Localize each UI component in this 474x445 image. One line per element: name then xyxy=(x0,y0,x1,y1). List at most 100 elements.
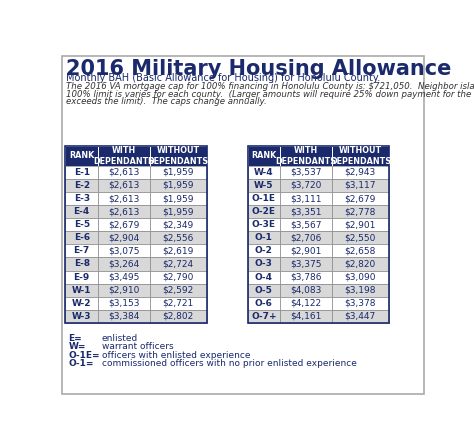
Bar xyxy=(280,283,332,297)
Text: W-3: W-3 xyxy=(72,312,91,321)
Text: E-6: E-6 xyxy=(73,233,90,243)
Bar xyxy=(332,244,389,258)
Text: WITHOUT
DEPENDANTS: WITHOUT DEPENDANTS xyxy=(147,146,209,166)
Text: $3,447: $3,447 xyxy=(345,312,376,321)
Text: E-2: E-2 xyxy=(73,181,90,190)
Text: $2,658: $2,658 xyxy=(345,247,376,255)
Bar xyxy=(65,205,98,218)
Text: $1,959: $1,959 xyxy=(163,207,194,216)
Text: $3,537: $3,537 xyxy=(291,168,322,177)
Bar xyxy=(98,231,150,244)
Text: O-7+: O-7+ xyxy=(251,312,277,321)
Bar xyxy=(247,166,280,179)
Bar xyxy=(65,231,98,244)
Text: $2,592: $2,592 xyxy=(163,286,194,295)
Bar xyxy=(98,297,150,310)
Text: E-3: E-3 xyxy=(73,194,90,203)
Bar xyxy=(150,192,207,205)
Bar xyxy=(332,271,389,283)
Bar xyxy=(98,258,150,271)
Text: O-5: O-5 xyxy=(255,286,273,295)
Bar xyxy=(247,146,280,166)
Text: $2,613: $2,613 xyxy=(108,168,140,177)
Text: $2,778: $2,778 xyxy=(345,207,376,216)
Text: $2,910: $2,910 xyxy=(108,286,140,295)
Bar xyxy=(280,166,332,179)
Text: E-1: E-1 xyxy=(73,168,90,177)
Text: $2,721: $2,721 xyxy=(163,299,194,308)
Text: O-1E: O-1E xyxy=(252,194,276,203)
Bar xyxy=(98,310,150,323)
Bar xyxy=(98,146,150,166)
Bar xyxy=(65,179,98,192)
Text: WITH
DEPENDANTS: WITH DEPENDANTS xyxy=(275,146,337,166)
Bar xyxy=(247,258,280,271)
Text: $2,724: $2,724 xyxy=(163,259,194,268)
Bar xyxy=(65,166,98,179)
Text: O-2: O-2 xyxy=(255,247,273,255)
Text: $3,384: $3,384 xyxy=(108,312,140,321)
Text: O-6: O-6 xyxy=(255,299,273,308)
Text: $4,083: $4,083 xyxy=(291,286,322,295)
Text: W-2: W-2 xyxy=(72,299,91,308)
Text: $2,820: $2,820 xyxy=(345,259,376,268)
Bar xyxy=(332,231,389,244)
Bar xyxy=(65,146,207,323)
Bar xyxy=(280,205,332,218)
Bar xyxy=(65,271,98,283)
Text: commissioned officers with no prior enlisted experience: commissioned officers with no prior enli… xyxy=(102,359,357,368)
Bar xyxy=(332,146,389,166)
Bar xyxy=(150,179,207,192)
Bar xyxy=(65,244,98,258)
Text: O-3E: O-3E xyxy=(252,220,276,229)
Text: O-1E=: O-1E= xyxy=(69,351,100,360)
Text: $3,198: $3,198 xyxy=(345,286,376,295)
Text: WITH
DEPENDANTS: WITH DEPENDANTS xyxy=(93,146,155,166)
Bar xyxy=(280,146,332,166)
Bar xyxy=(280,179,332,192)
Bar xyxy=(150,283,207,297)
Bar xyxy=(98,192,150,205)
Bar xyxy=(247,283,280,297)
Text: O-1: O-1 xyxy=(255,233,273,243)
Text: $2,550: $2,550 xyxy=(345,233,376,243)
Bar xyxy=(247,192,280,205)
Bar xyxy=(247,218,280,231)
Text: E-8: E-8 xyxy=(73,259,90,268)
Bar xyxy=(332,297,389,310)
Text: $3,111: $3,111 xyxy=(291,194,322,203)
Bar xyxy=(332,192,389,205)
Bar xyxy=(98,218,150,231)
Bar xyxy=(65,192,98,205)
Bar xyxy=(332,218,389,231)
Text: $2,613: $2,613 xyxy=(108,181,140,190)
Text: $2,349: $2,349 xyxy=(163,220,194,229)
Text: 2016 Military Housing Allowance: 2016 Military Housing Allowance xyxy=(66,59,452,79)
Text: Monthly BAH (Basic Allowance for Housing) for Honolulu County.: Monthly BAH (Basic Allowance for Housing… xyxy=(66,73,381,83)
Bar xyxy=(247,205,280,218)
Bar xyxy=(150,205,207,218)
Bar xyxy=(65,297,98,310)
Text: $3,786: $3,786 xyxy=(291,273,322,282)
Text: RANK: RANK xyxy=(69,151,94,160)
Text: E-7: E-7 xyxy=(73,247,90,255)
Bar xyxy=(332,283,389,297)
Text: O-2E: O-2E xyxy=(252,207,276,216)
Text: O-4: O-4 xyxy=(255,273,273,282)
Bar xyxy=(150,218,207,231)
Text: WITHOUT
DEPENDANTS: WITHOUT DEPENDANTS xyxy=(330,146,391,166)
Text: W-1: W-1 xyxy=(72,286,91,295)
Text: E-9: E-9 xyxy=(73,273,90,282)
Text: O-1=: O-1= xyxy=(69,359,94,368)
Text: E-5: E-5 xyxy=(73,220,90,229)
Bar xyxy=(98,244,150,258)
Text: $1,959: $1,959 xyxy=(163,181,194,190)
Text: $3,075: $3,075 xyxy=(108,247,140,255)
Text: $3,375: $3,375 xyxy=(291,259,322,268)
Text: The 2016 VA mortgage cap for 100% financing in Honolulu County is: $721,050.  Ne: The 2016 VA mortgage cap for 100% financ… xyxy=(66,82,474,91)
Bar xyxy=(332,205,389,218)
Text: officers with enlisted experience: officers with enlisted experience xyxy=(102,351,250,360)
Bar xyxy=(150,310,207,323)
Text: $3,090: $3,090 xyxy=(345,273,376,282)
Text: $3,495: $3,495 xyxy=(108,273,140,282)
